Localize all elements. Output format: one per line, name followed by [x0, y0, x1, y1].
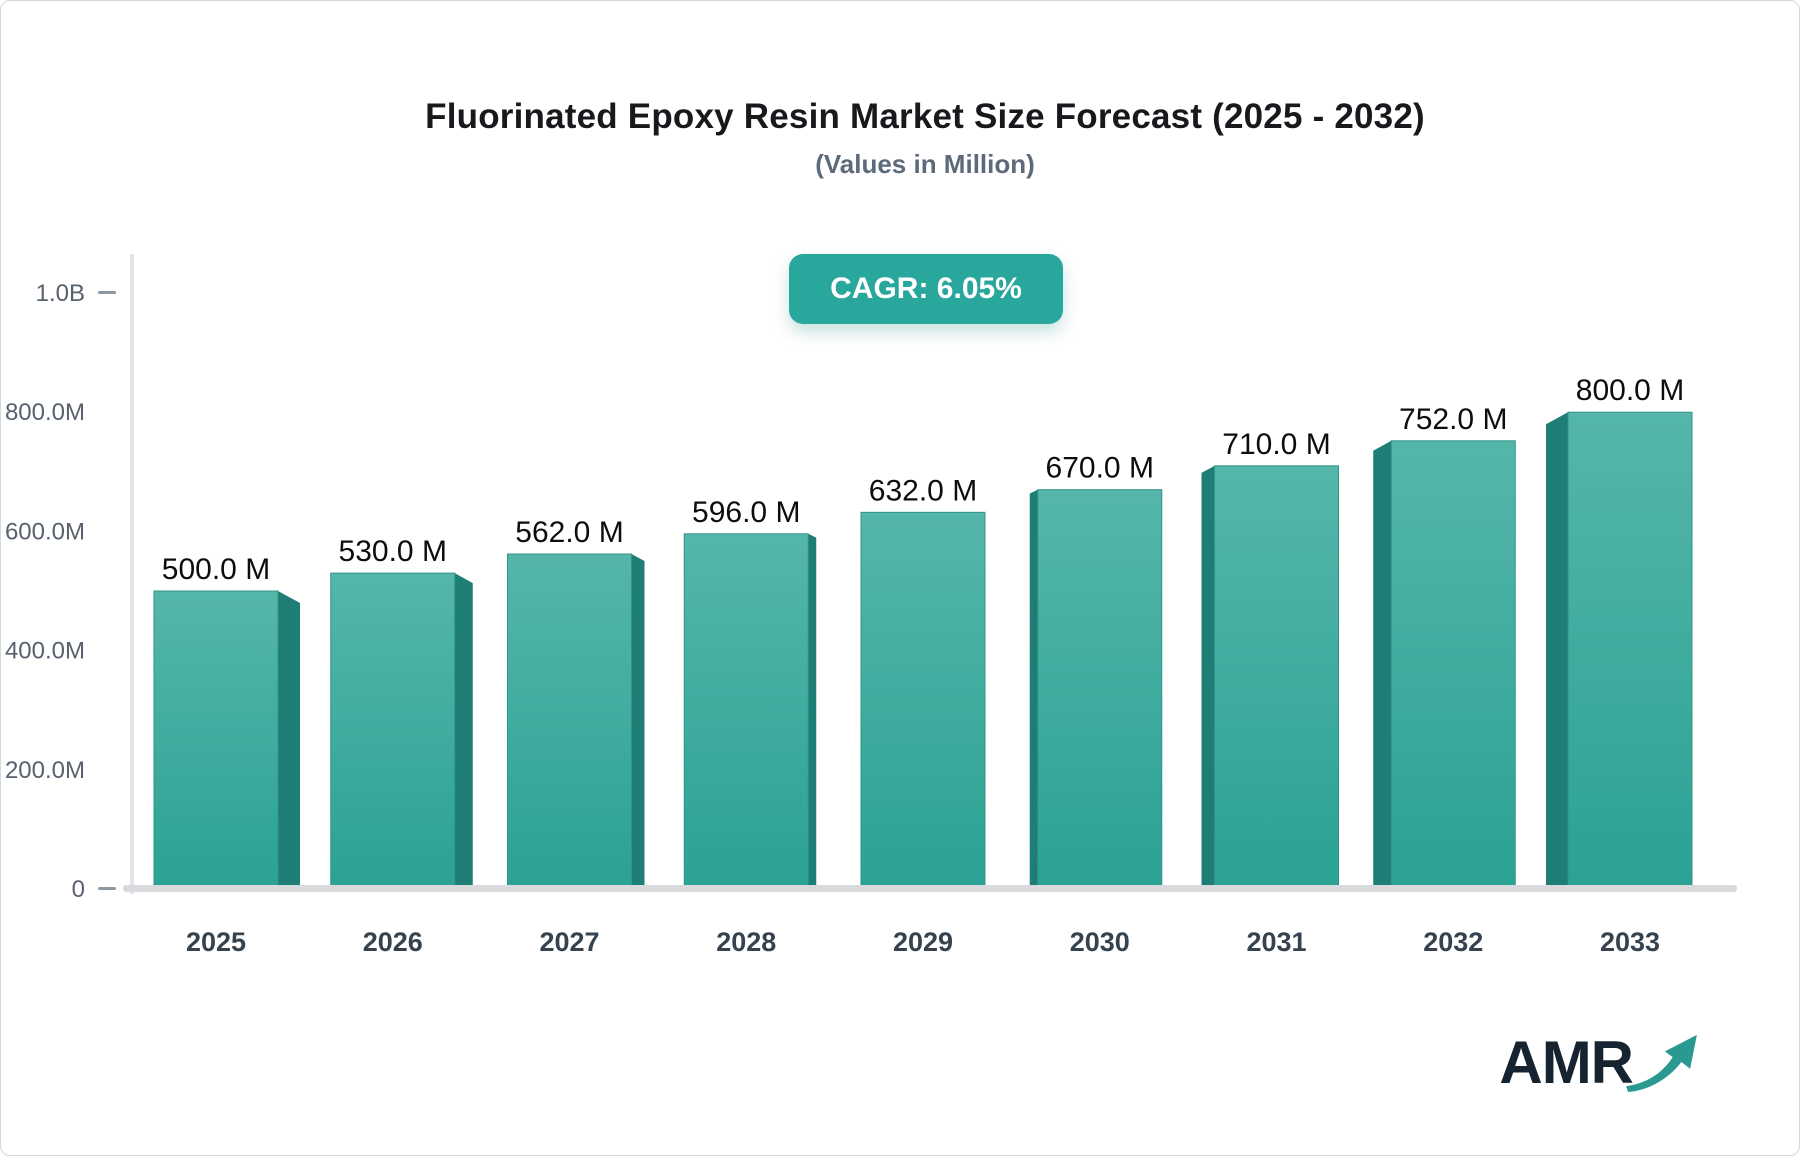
trending-up-arrow-icon: [1626, 1034, 1697, 1092]
bar-value-label: 562.0 M: [515, 516, 623, 549]
x-axis-baseline: [123, 885, 1737, 892]
bar-2025: [153, 590, 279, 890]
x-axis-label: 2027: [539, 927, 599, 957]
chart-header: Fluorinated Epoxy Resin Market Size Fore…: [51, 97, 1799, 180]
bar-value-label: 710.0 M: [1222, 428, 1330, 461]
bar-side-2028: [808, 533, 817, 889]
bar-2029: [860, 511, 986, 890]
y-axis-tick: [98, 291, 116, 294]
bar-side-2026: [454, 573, 473, 889]
x-axis-label: 2033: [1600, 927, 1660, 957]
bar-2031: [1214, 465, 1339, 890]
bar-value-label: 596.0 M: [692, 496, 800, 529]
bar-2032: [1390, 440, 1516, 890]
x-axis-label: 2032: [1423, 927, 1483, 957]
amr-logo-text: AMR: [1499, 1029, 1634, 1096]
bar-value-label: 632.0 M: [869, 474, 977, 507]
bar-value-label: 670.0 M: [1046, 452, 1154, 485]
y-axis-label: 1.0B: [36, 280, 85, 307]
bar-side-2032: [1373, 440, 1392, 889]
bar-2027: [507, 553, 632, 890]
y-axis-label: 200.0M: [5, 757, 85, 784]
x-axis-label: 2031: [1246, 927, 1306, 957]
x-axis-label: 2028: [716, 927, 776, 957]
bar-side-2027: [631, 554, 645, 889]
y-axis-tick: [98, 887, 116, 890]
y-axis-label: 400.0M: [5, 638, 85, 665]
y-axis-label: 600.0M: [5, 518, 85, 545]
y-axis-label: 0: [72, 876, 85, 903]
bar-side-2030: [1029, 489, 1038, 889]
bar-side-2031: [1201, 465, 1215, 889]
bar-2030: [1037, 489, 1163, 890]
bar-value-label: 530.0 M: [339, 535, 447, 568]
x-axis-label: 2026: [363, 927, 423, 957]
bar-side-2033: [1546, 412, 1568, 889]
bar-2026: [330, 572, 456, 890]
chart-title: Fluorinated Epoxy Resin Market Size Fore…: [425, 97, 1425, 136]
cagr-badge: CAGR: 6.05%: [789, 254, 1063, 324]
y-axis-label: 800.0M: [5, 399, 85, 426]
x-axis-label: 2029: [893, 927, 953, 957]
bar-2028: [683, 533, 809, 890]
bar-value-label: 752.0 M: [1399, 403, 1507, 436]
x-axis-label: 2025: [186, 927, 246, 957]
bar-value-label: 800.0 M: [1576, 374, 1684, 407]
bar-side-2025: [278, 591, 300, 889]
amr-logo: AMR: [1499, 1028, 1701, 1097]
chart-subtitle: (Values in Million): [815, 149, 1035, 179]
y-axis-line: [130, 254, 134, 894]
bar-value-label: 500.0 M: [162, 553, 270, 586]
x-axis-label: 2030: [1070, 927, 1130, 957]
bar-2033: [1567, 411, 1693, 890]
